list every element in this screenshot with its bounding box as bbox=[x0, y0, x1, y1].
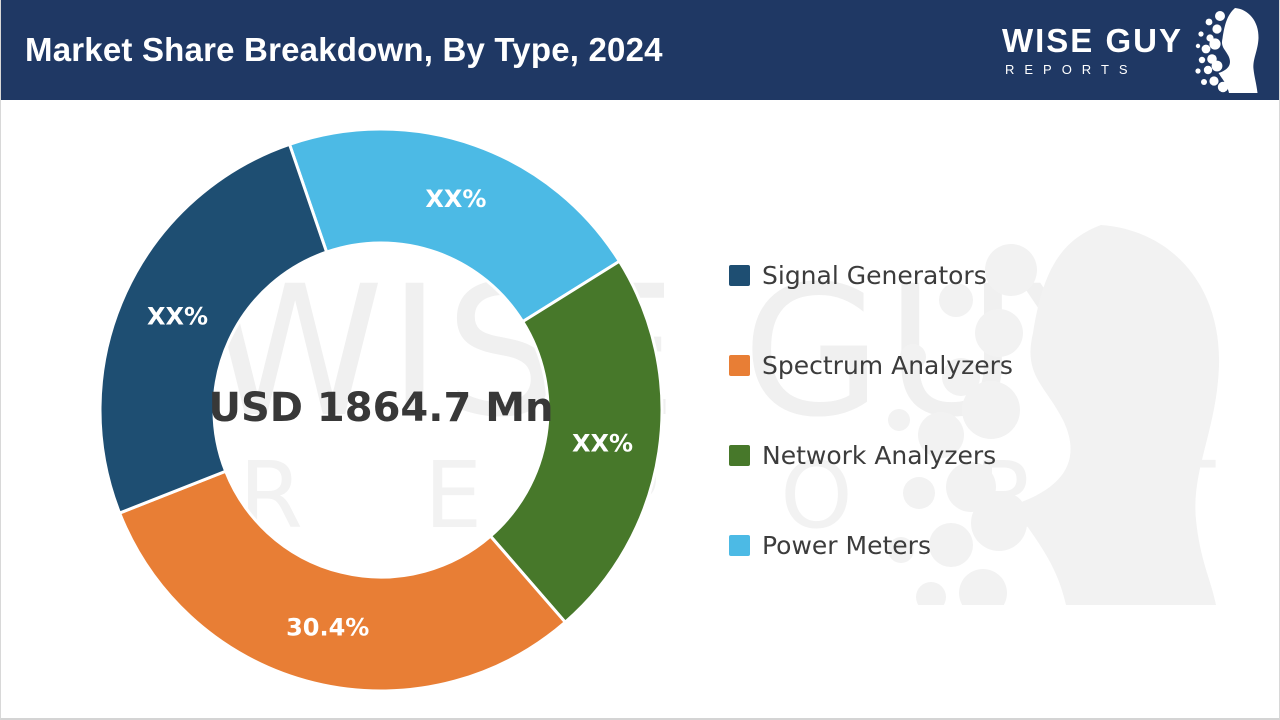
pie-slice-spectrum-analyzers bbox=[118, 469, 567, 693]
logo-wordmark: WISE GUY bbox=[1001, 21, 1183, 59]
chart-center-value: USD 1864.7 Mn bbox=[208, 385, 554, 431]
wiseguy-head-icon bbox=[1195, 8, 1259, 93]
legend-swatch-spectrum-analyzers bbox=[729, 354, 750, 376]
pie-slice-network-analyzers bbox=[488, 259, 664, 624]
legend-item-signal-generators: Signal Generators bbox=[729, 230, 1013, 320]
legend-label-network-analyzers: Network Analyzers bbox=[762, 440, 997, 470]
pie-slice-label-spectrum-analyzers: 30.4% bbox=[286, 614, 369, 642]
legend-item-network-analyzers: Network Analyzers bbox=[729, 410, 1013, 500]
legend-swatch-power-meters bbox=[729, 534, 750, 556]
pie-slice-label-power-meters: XX% bbox=[425, 185, 486, 213]
logo-subtitle: REPORTS bbox=[1004, 61, 1138, 77]
page-title: Market Share Breakdown, By Type, 2024 bbox=[25, 31, 663, 68]
chart-legend: Signal Generators Spectrum Analyzers Netwo… bbox=[729, 230, 1013, 590]
legend-label-signal-generators: Signal Generators bbox=[762, 260, 987, 290]
pie-slice-signal-generators bbox=[98, 142, 329, 515]
header-bar: Market Share Breakdown, By Type, 2024 WI… bbox=[1, 0, 1279, 100]
legend-item-power-meters: Power Meters bbox=[729, 500, 1013, 590]
legend-item-spectrum-analyzers: Spectrum Analyzers bbox=[729, 320, 1013, 410]
wiseguy-logo: WISE GUY REPORTS bbox=[1002, 7, 1261, 93]
legend-swatch-network-analyzers bbox=[729, 444, 750, 466]
legend-label-spectrum-analyzers: Spectrum Analyzers bbox=[762, 350, 1013, 380]
wiseguy-logo-text: WISE GUY REPORTS bbox=[1002, 24, 1183, 77]
legend-label-power-meters: Power Meters bbox=[762, 530, 931, 560]
pie-slice-label-signal-generators: XX% bbox=[147, 302, 208, 330]
legend-swatch-signal-generators bbox=[729, 264, 750, 286]
pie-slice-label-network-analyzers: XX% bbox=[572, 429, 633, 457]
pie-slice-power-meters bbox=[288, 127, 621, 324]
